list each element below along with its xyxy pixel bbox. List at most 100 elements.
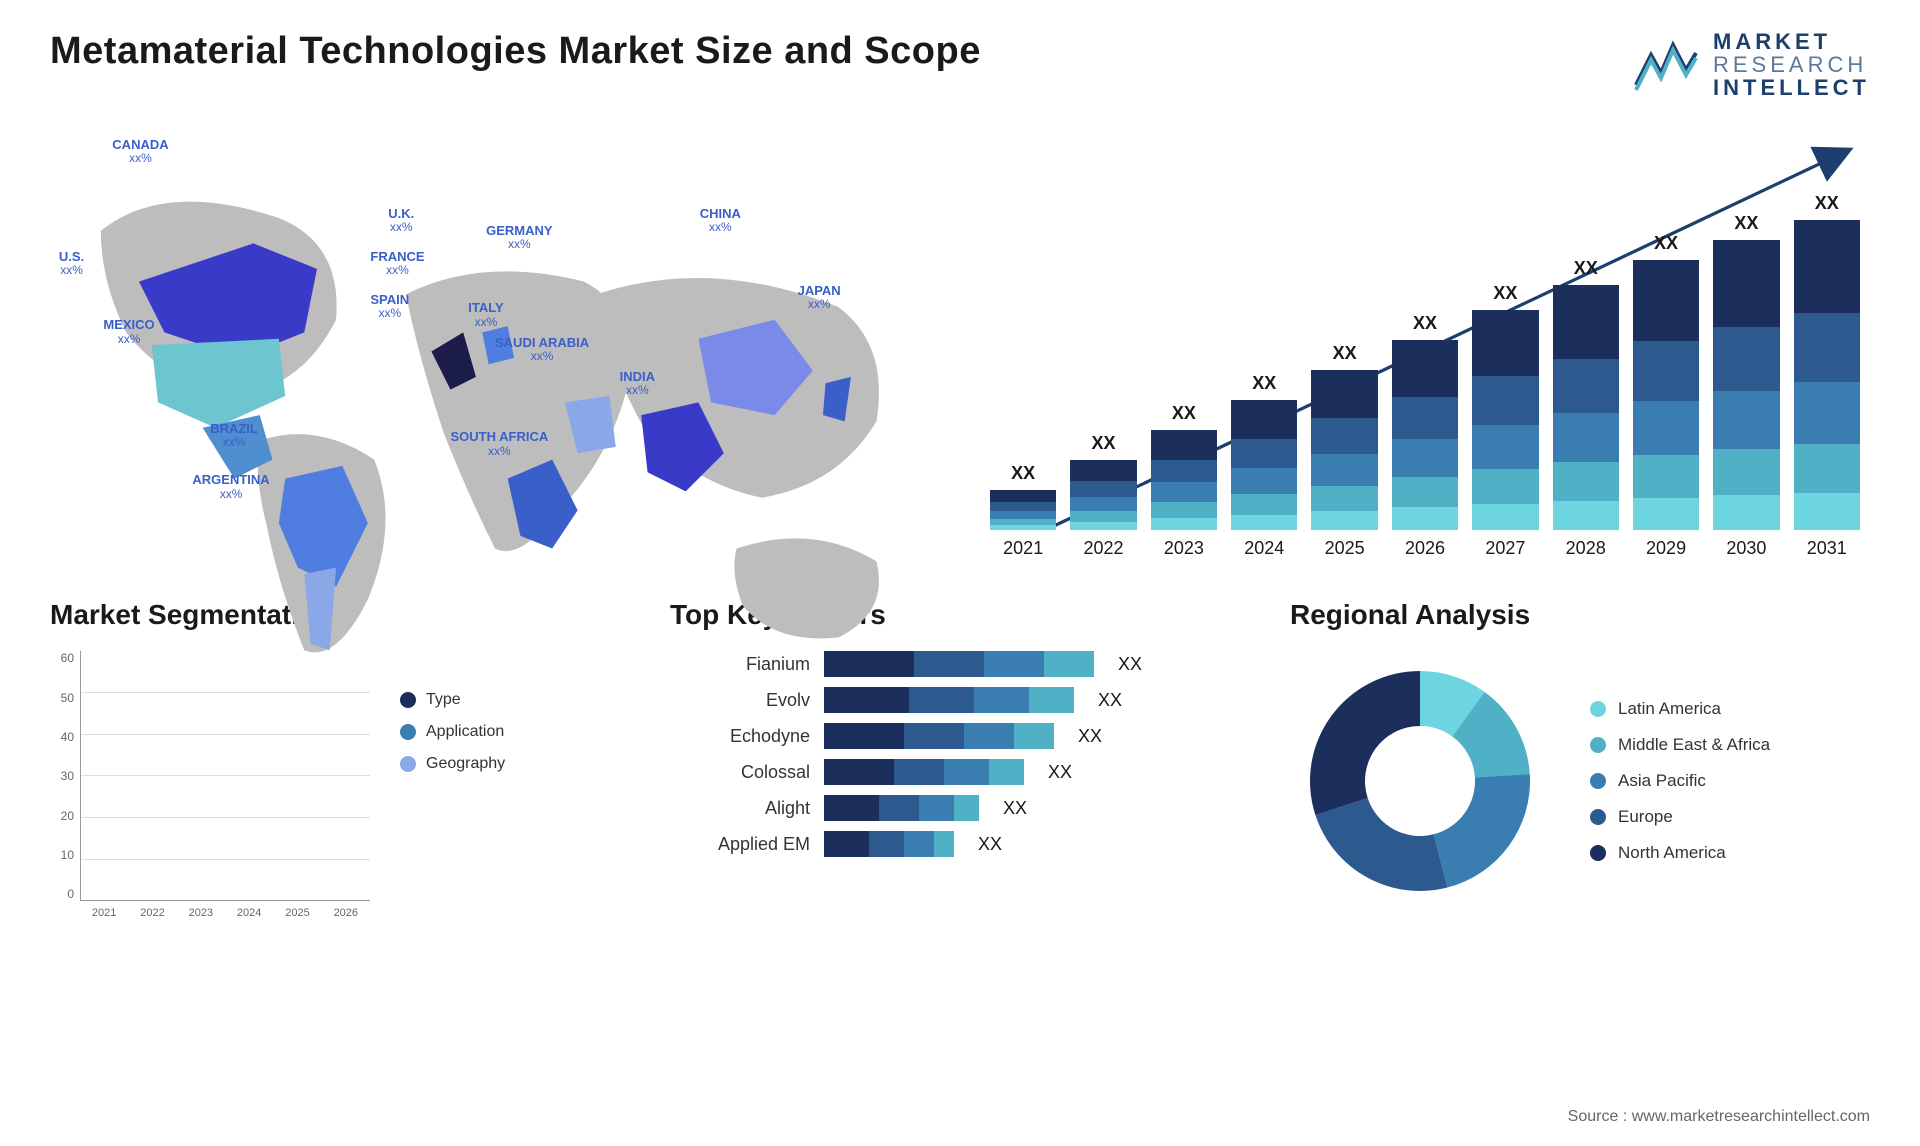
player-bar-segment bbox=[824, 795, 879, 821]
growth-bar-value: XX bbox=[1333, 343, 1357, 364]
segmentation-chart: 6050403020100 202120222023202420252026 bbox=[50, 651, 370, 931]
region-legend-item: Asia Pacific bbox=[1590, 771, 1770, 791]
seg-legend-item: Application bbox=[400, 723, 505, 741]
growth-bar-segment bbox=[1472, 469, 1538, 504]
map-label: CHINAxx% bbox=[700, 207, 741, 234]
map-label: U.K.xx% bbox=[388, 207, 414, 234]
player-bar-segment bbox=[1029, 687, 1074, 713]
growth-bar-value: XX bbox=[1092, 433, 1116, 454]
seg-legend-item: Geography bbox=[400, 755, 505, 773]
growth-bar-segment bbox=[1231, 400, 1297, 439]
growth-bar-segment bbox=[1151, 518, 1217, 530]
seg-y-tick: 0 bbox=[50, 887, 80, 901]
growth-bar-segment bbox=[1070, 511, 1136, 522]
growth-bar-value: XX bbox=[1172, 403, 1196, 424]
growth-bar-segment bbox=[1713, 240, 1779, 327]
legend-label: North America bbox=[1618, 843, 1726, 863]
growth-bar-segment bbox=[1392, 340, 1458, 397]
regional-title: Regional Analysis bbox=[1290, 599, 1870, 631]
growth-bar-segment bbox=[1231, 515, 1297, 531]
seg-x-tick: 2021 bbox=[80, 901, 128, 931]
player-bar bbox=[824, 831, 954, 857]
growth-bar-segment bbox=[1553, 285, 1619, 359]
growth-bar-year: 2023 bbox=[1164, 538, 1204, 559]
growth-bar-year: 2029 bbox=[1646, 538, 1686, 559]
growth-bar-segment bbox=[1472, 504, 1538, 530]
player-name: Echodyne bbox=[670, 726, 810, 747]
legend-swatch-icon bbox=[400, 692, 416, 708]
map-label: SPAINxx% bbox=[370, 293, 409, 320]
growth-bar-segment bbox=[1231, 494, 1297, 515]
region-legend-item: North America bbox=[1590, 843, 1770, 863]
player-name: Colossal bbox=[670, 762, 810, 783]
map-label: ARGENTINAxx% bbox=[192, 473, 269, 500]
growth-chart-panel: XX2021XX2022XX2023XX2024XX2025XX2026XX20… bbox=[980, 129, 1870, 559]
growth-bar-segment bbox=[1231, 439, 1297, 468]
player-bar-segment bbox=[894, 759, 944, 785]
growth-bar-segment bbox=[1713, 495, 1779, 530]
donut-slice bbox=[1310, 671, 1420, 815]
player-row: EchodyneXX bbox=[670, 723, 1250, 749]
legend-swatch-icon bbox=[1590, 737, 1606, 753]
growth-bar-segment bbox=[990, 511, 1056, 519]
growth-bar-segment bbox=[1151, 460, 1217, 482]
legend-label: Geography bbox=[426, 755, 505, 773]
legend-swatch-icon bbox=[400, 756, 416, 772]
player-row: ColossalXX bbox=[670, 759, 1250, 785]
growth-bar-segment bbox=[1392, 507, 1458, 530]
player-bar-segment bbox=[824, 831, 869, 857]
growth-bar-segment bbox=[1472, 376, 1538, 424]
growth-bar-segment bbox=[1794, 220, 1860, 313]
growth-bar-segment bbox=[990, 525, 1056, 530]
growth-bar-value: XX bbox=[1011, 463, 1035, 484]
player-value: XX bbox=[993, 798, 1027, 819]
player-bar-segment bbox=[984, 651, 1044, 677]
map-label: CANADAxx% bbox=[112, 138, 168, 165]
legend-label: Latin America bbox=[1618, 699, 1721, 719]
player-bar-segment bbox=[824, 687, 909, 713]
seg-y-tick: 40 bbox=[50, 730, 80, 744]
growth-bar-year: 2026 bbox=[1405, 538, 1445, 559]
growth-bar-year: 2022 bbox=[1084, 538, 1124, 559]
map-region bbox=[152, 339, 285, 428]
player-bar-segment bbox=[974, 687, 1029, 713]
player-name: Applied EM bbox=[670, 834, 810, 855]
growth-bar-segment bbox=[1392, 477, 1458, 507]
growth-bar-segment bbox=[1070, 460, 1136, 481]
legend-label: Type bbox=[426, 691, 461, 709]
player-row: Applied EMXX bbox=[670, 831, 1250, 857]
growth-bar-segment bbox=[1794, 444, 1860, 494]
growth-bar-segment bbox=[1151, 502, 1217, 518]
growth-bar: XX2024 bbox=[1231, 373, 1297, 559]
growth-bar-year: 2024 bbox=[1244, 538, 1284, 559]
map-label: SOUTH AFRICAxx% bbox=[451, 430, 549, 457]
growth-bar-segment bbox=[1794, 382, 1860, 444]
growth-bar: XX2029 bbox=[1633, 233, 1699, 559]
growth-bar: XX2026 bbox=[1392, 313, 1458, 559]
growth-bar-segment bbox=[1633, 401, 1699, 455]
legend-swatch-icon bbox=[400, 724, 416, 740]
growth-bar: XX2027 bbox=[1472, 283, 1538, 559]
player-row: EvolvXX bbox=[670, 687, 1250, 713]
world-map-panel: CANADAxx%U.S.xx%MEXICOxx%BRAZILxx%ARGENT… bbox=[50, 129, 940, 559]
player-name: Alight bbox=[670, 798, 810, 819]
growth-bar: XX2031 bbox=[1794, 193, 1860, 559]
legend-swatch-icon bbox=[1590, 773, 1606, 789]
map-label: GERMANYxx% bbox=[486, 224, 552, 251]
growth-bar-segment bbox=[1392, 397, 1458, 439]
growth-bar: XX 2022 bbox=[1070, 433, 1136, 559]
growth-bar-value: XX bbox=[1574, 258, 1598, 279]
legend-swatch-icon bbox=[1590, 845, 1606, 861]
growth-bar-segment bbox=[1070, 522, 1136, 530]
growth-bar-segment bbox=[1633, 260, 1699, 341]
brand-logo: MARKET RESEARCH INTELLECT bbox=[1631, 30, 1870, 99]
player-row: Alight XX bbox=[670, 795, 1250, 821]
map-label: SAUDI ARABIAxx% bbox=[495, 336, 589, 363]
growth-bar: XX2021 bbox=[990, 463, 1056, 559]
growth-bar-value: XX bbox=[1734, 213, 1758, 234]
logo-line3: INTELLECT bbox=[1713, 76, 1870, 99]
regional-panel: Regional Analysis Latin AmericaMiddle Ea… bbox=[1290, 599, 1870, 931]
seg-y-tick: 20 bbox=[50, 809, 80, 823]
map-label: INDIAxx% bbox=[620, 370, 655, 397]
growth-bar-segment bbox=[1794, 313, 1860, 381]
